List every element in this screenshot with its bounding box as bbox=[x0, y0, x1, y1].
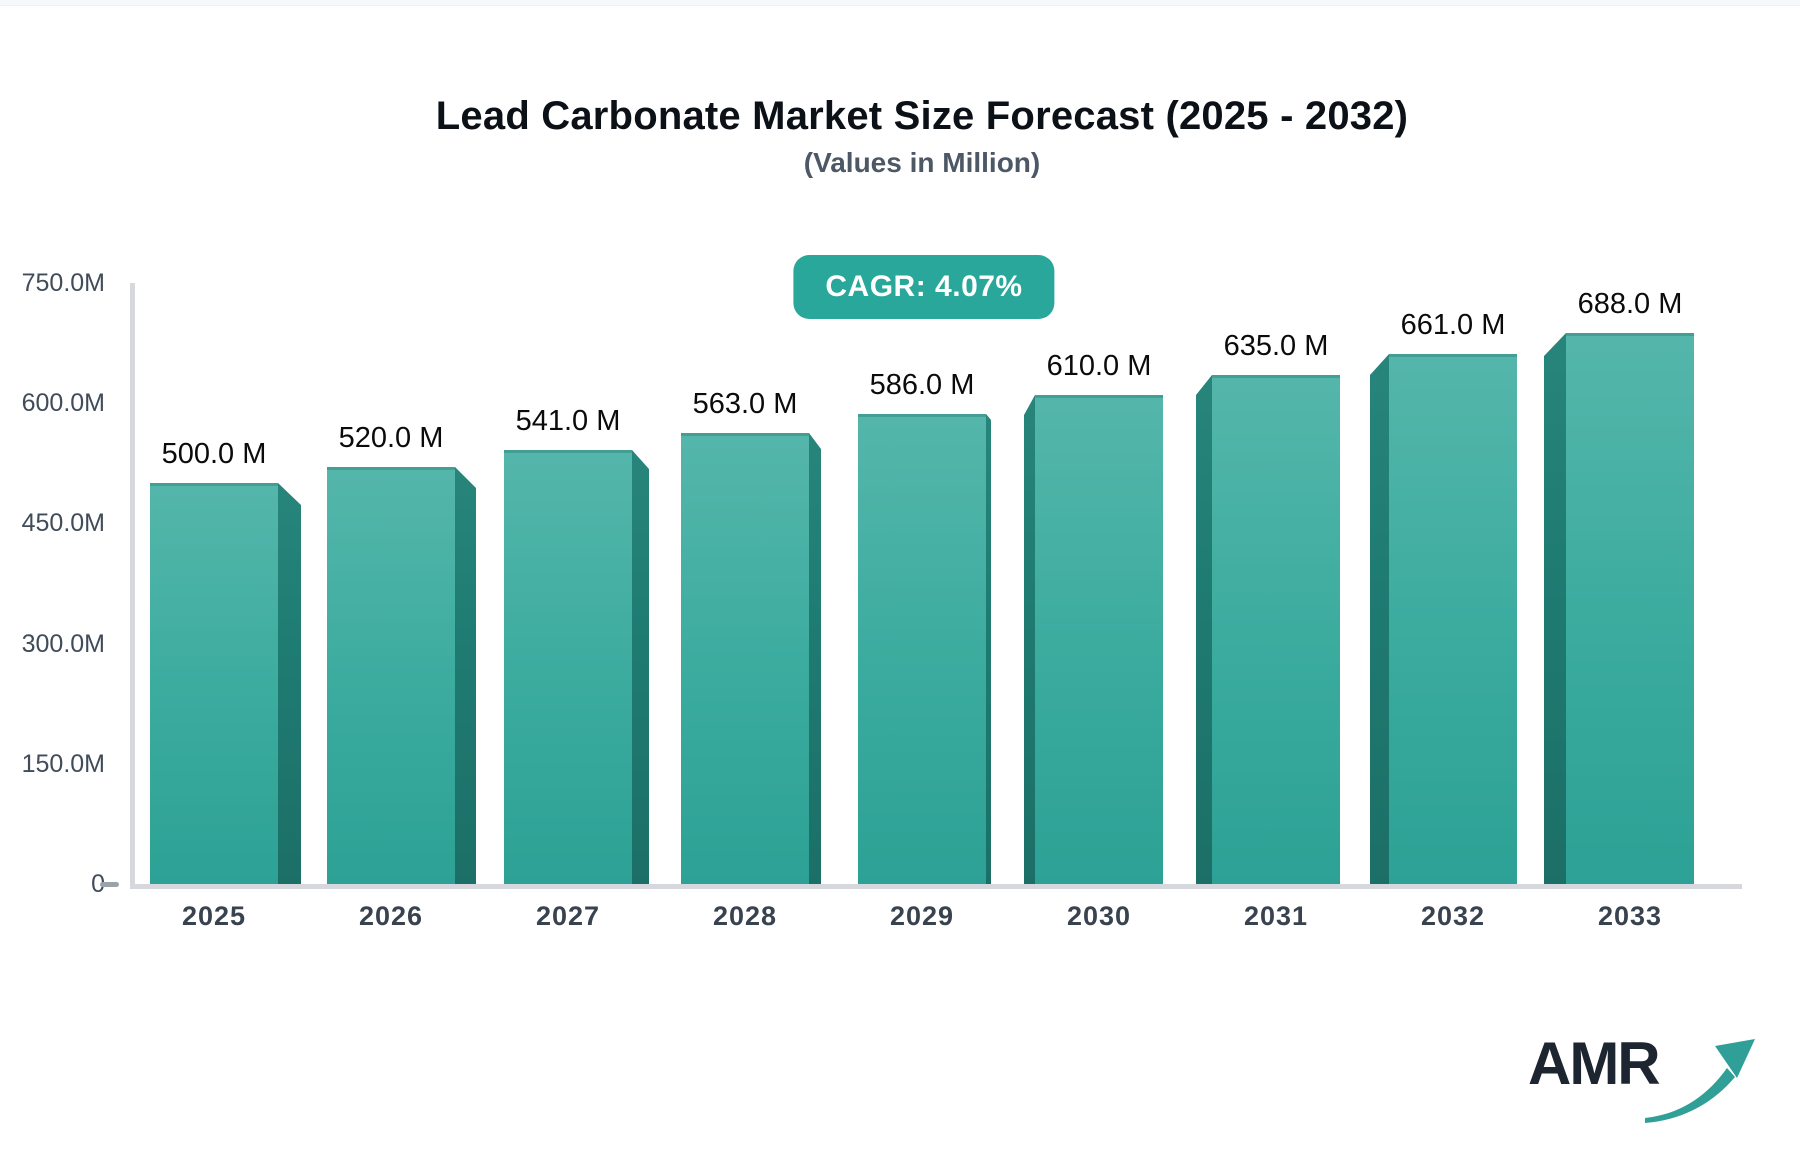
x-tick-label: 2033 bbox=[1597, 901, 1663, 931]
bar-2028 bbox=[681, 433, 809, 884]
y-tick-label: 150.0M bbox=[21, 749, 105, 778]
bar-value-label: 635.0 M bbox=[1223, 330, 1329, 362]
bar-2025 bbox=[150, 483, 278, 884]
bar-side-face bbox=[455, 467, 476, 884]
bar-side-face bbox=[809, 433, 821, 884]
bar-2032 bbox=[1389, 354, 1517, 884]
y-axis-line bbox=[130, 283, 135, 889]
bar-side-face bbox=[632, 450, 649, 884]
bar-value-label: 563.0 M bbox=[692, 388, 798, 420]
x-tick-label: 2025 bbox=[181, 901, 247, 931]
x-axis-line bbox=[130, 884, 1742, 889]
y-tick-label: 750.0M bbox=[21, 269, 105, 297]
chart-subtitle: (Values in Million) bbox=[803, 147, 1041, 178]
zero-tick-mark bbox=[100, 882, 119, 887]
x-tick-label: 2026 bbox=[358, 901, 424, 931]
bar-2031 bbox=[1212, 375, 1340, 884]
bar-2029 bbox=[858, 414, 986, 884]
x-tick-label: 2031 bbox=[1243, 901, 1309, 931]
bar-value-label: 610.0 M bbox=[1046, 350, 1152, 382]
page-top-strip bbox=[0, 0, 1800, 6]
bar-value-label: 661.0 M bbox=[1400, 309, 1506, 341]
bar-side-face bbox=[986, 414, 991, 884]
growth-arrow-icon bbox=[1643, 1034, 1761, 1131]
bar-value-label: 500.0 M bbox=[161, 438, 267, 470]
bar-side-face bbox=[1544, 333, 1566, 884]
bar-side-face bbox=[1024, 395, 1035, 884]
amr-logo-text: AMR bbox=[1528, 1030, 1661, 1097]
bar-2030 bbox=[1035, 395, 1163, 884]
x-tick-label: 2027 bbox=[535, 901, 601, 931]
bar-2033 bbox=[1566, 333, 1694, 884]
y-tick-label: 450.0M bbox=[21, 509, 105, 538]
y-tick-label: 0 bbox=[91, 870, 105, 898]
amr-logo: AMR bbox=[1528, 1032, 1761, 1131]
bar-value-label: 520.0 M bbox=[338, 422, 444, 454]
y-tick-label: 600.0M bbox=[21, 389, 105, 418]
cagr-badge: CAGR: 4.07% bbox=[793, 255, 1055, 319]
bar-value-label: 688.0 M bbox=[1577, 288, 1683, 320]
bar-side-face bbox=[278, 483, 301, 884]
y-tick-label: 300.0M bbox=[21, 629, 105, 658]
bar-value-label: 541.0 M bbox=[515, 405, 621, 437]
bar-2027 bbox=[504, 450, 632, 884]
x-tick-label: 2029 bbox=[889, 901, 955, 931]
bar-side-face bbox=[1196, 375, 1212, 884]
bar-side-face bbox=[1370, 354, 1389, 884]
x-tick-label: 2032 bbox=[1420, 901, 1486, 931]
x-tick-label: 2030 bbox=[1066, 901, 1132, 931]
bar-value-label: 586.0 M bbox=[869, 369, 975, 401]
x-tick-label: 2028 bbox=[712, 901, 778, 931]
chart-title: Lead Carbonate Market Size Forecast (202… bbox=[435, 94, 1409, 138]
bar-2026 bbox=[327, 467, 455, 884]
